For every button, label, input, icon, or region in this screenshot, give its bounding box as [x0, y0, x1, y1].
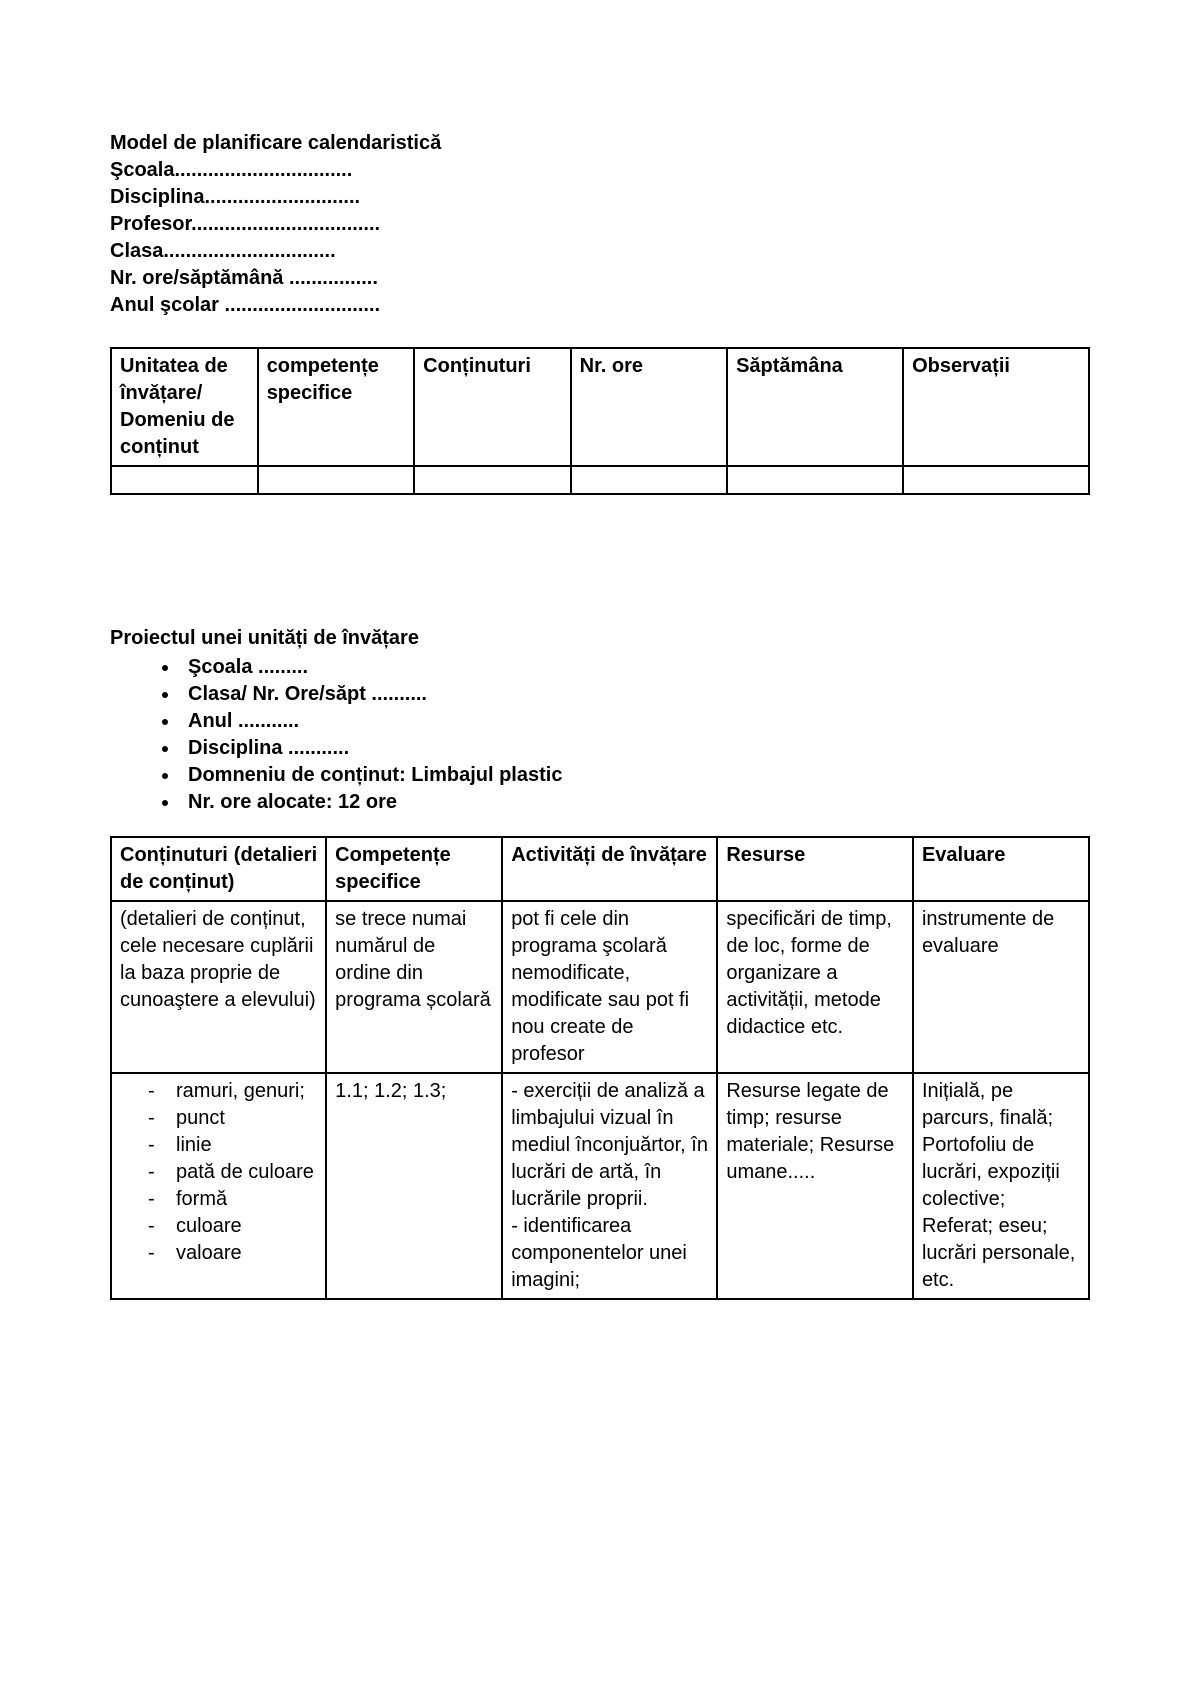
bullet-scoala: Şcoala .........: [180, 654, 1090, 681]
table2-header-row: Conținuturi (detalieri de conținut) Comp…: [111, 837, 1089, 901]
cell-continuturi-items: ramuri, genuri; punct linie pată de culo…: [111, 1073, 326, 1299]
header-line-scoala: Şcoala................................: [110, 157, 1090, 184]
header-line-profesor: Profesor................................…: [110, 211, 1090, 238]
document-header: Model de planificare calendaristică Şcoa…: [110, 130, 1090, 319]
table2-header-continuturi: Conținuturi (detalieri de conținut): [111, 837, 326, 901]
header-line-disciplina: Disciplina............................: [110, 184, 1090, 211]
list-item: punct: [148, 1105, 317, 1132]
empty-cell: [111, 466, 258, 494]
empty-cell: [727, 466, 903, 494]
bullet-anul: Anul ...........: [180, 708, 1090, 735]
table2-header-competente: Competențe specifice: [326, 837, 502, 901]
table-header-competente: competențe specifice: [258, 348, 414, 466]
empty-cell: [571, 466, 727, 494]
list-item: linie: [148, 1132, 317, 1159]
planning-table: Unitatea de învățare/ Domeniu de conținu…: [110, 347, 1090, 495]
empty-cell: [903, 466, 1089, 494]
table-header-row: Unitatea de învățare/ Domeniu de conținu…: [111, 348, 1089, 466]
table-header-nrore: Nr. ore: [571, 348, 727, 466]
cell-evaluare-desc: instrumente de evaluare: [913, 901, 1089, 1073]
bullet-disciplina: Disciplina ...........: [180, 735, 1090, 762]
cell-competente-desc: se trece numai numărul de ordine din pro…: [326, 901, 502, 1073]
header-title: Model de planificare calendaristică: [110, 130, 1090, 157]
list-item: valoare: [148, 1240, 317, 1267]
table-header-unitatea: Unitatea de învățare/ Domeniu de conținu…: [111, 348, 258, 466]
table-header-saptamana: Săptămâna: [727, 348, 903, 466]
cell-evaluare-items: Inițială, pe parcurs, finală; Portofoliu…: [913, 1073, 1089, 1299]
table2-header-evaluare: Evaluare: [913, 837, 1089, 901]
bullet-clasa: Clasa/ Nr. Ore/săpt ..........: [180, 681, 1090, 708]
table2-row-1: (detalieri de conținut, cele necesare cu…: [111, 901, 1089, 1073]
table-header-observatii: Observații: [903, 348, 1089, 466]
table2-header-activitati: Activități de învățare: [502, 837, 717, 901]
cell-resurse-desc: specificări de timp, de loc, forme de or…: [717, 901, 913, 1073]
cell-activitati-desc: pot fi cele din programa şcolară nemodif…: [502, 901, 717, 1073]
header-line-nrore: Nr. ore/săptămână ................: [110, 265, 1090, 292]
section-gap: [110, 515, 1090, 625]
list-item: ramuri, genuri;: [148, 1078, 317, 1105]
header-line-clasa: Clasa...............................: [110, 238, 1090, 265]
table-header-continuturi: Conținuturi: [414, 348, 570, 466]
cell-resurse-items: Resurse legate de timp; resurse material…: [717, 1073, 913, 1299]
empty-cell: [258, 466, 414, 494]
table-empty-row: [111, 466, 1089, 494]
cell-activitati-items: - exerciții de analiză a limbajului vizu…: [502, 1073, 717, 1299]
table2-header-resurse: Resurse: [717, 837, 913, 901]
cell-competente-codes: 1.1; 1.2; 1.3;: [326, 1073, 502, 1299]
bullet-domeniu: Domneniu de conținut: Limbajul plastic: [180, 762, 1090, 789]
cell-continuturi-desc: (detalieri de conținut, cele necesare cu…: [111, 901, 326, 1073]
header-line-anul: Anul şcolar ............................: [110, 292, 1090, 319]
empty-cell: [414, 466, 570, 494]
section2-title: Proiectul unei unități de învățare: [110, 625, 1090, 652]
list-item: culoare: [148, 1213, 317, 1240]
unit-project-table: Conținuturi (detalieri de conținut) Comp…: [110, 836, 1090, 1300]
list-item: pată de culoare: [148, 1159, 317, 1186]
project-bullets: Şcoala ......... Clasa/ Nr. Ore/săpt ...…: [110, 654, 1090, 816]
table2-row-2: ramuri, genuri; punct linie pată de culo…: [111, 1073, 1089, 1299]
bullet-nrore: Nr. ore alocate: 12 ore: [180, 789, 1090, 816]
list-item: formă: [148, 1186, 317, 1213]
continuturi-dash-list: ramuri, genuri; punct linie pată de culo…: [120, 1078, 317, 1267]
